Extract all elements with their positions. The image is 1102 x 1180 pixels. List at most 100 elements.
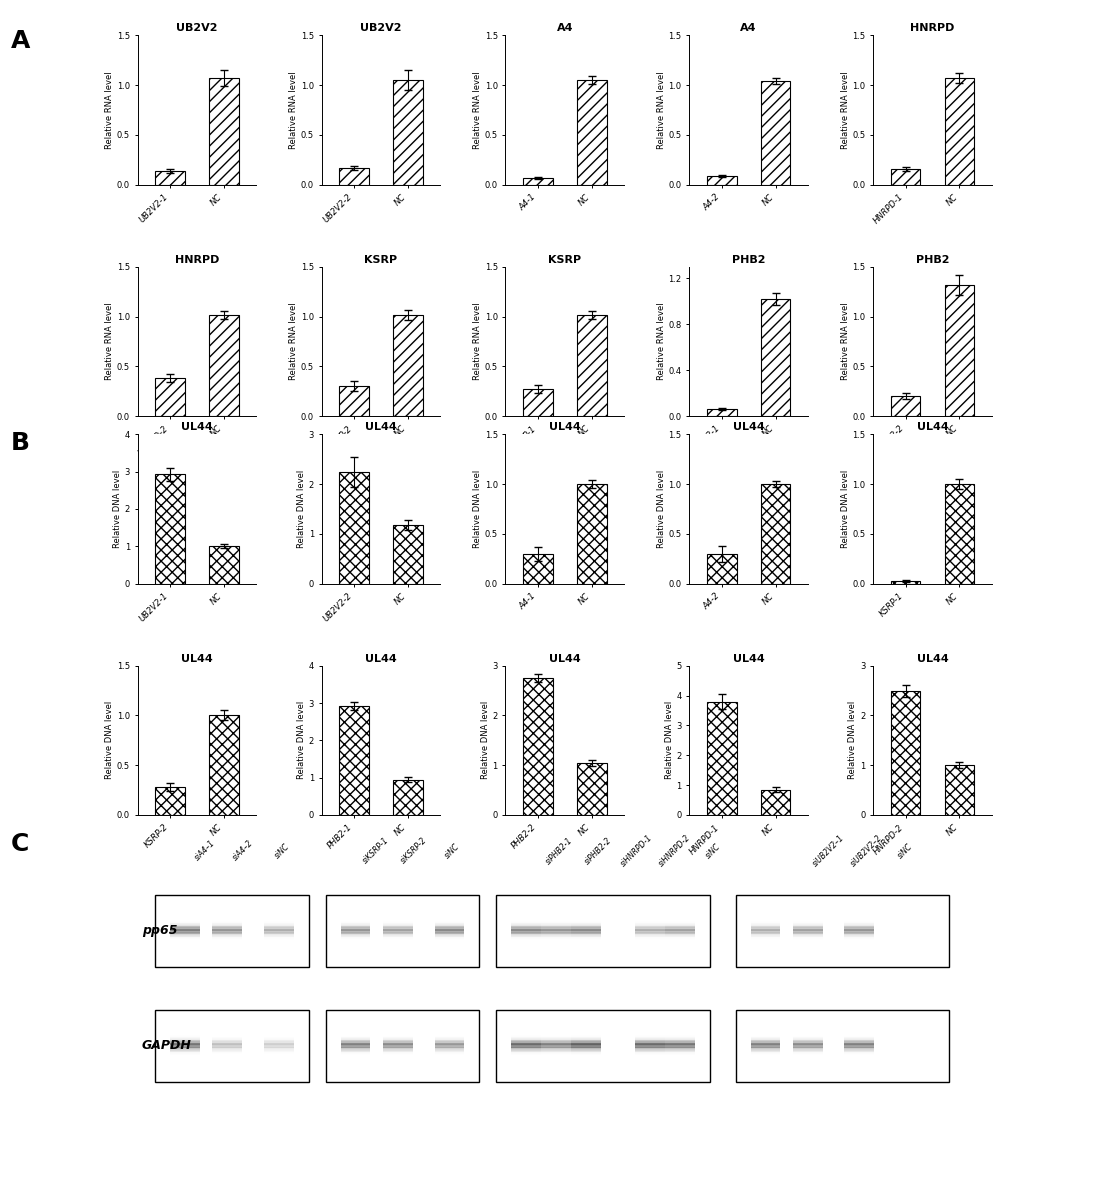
Bar bbox=[750, 925, 780, 926]
Bar bbox=[571, 1040, 601, 1042]
Bar bbox=[793, 929, 823, 931]
Text: siPHB2-2: siPHB2-2 bbox=[583, 835, 613, 866]
Bar bbox=[844, 919, 874, 920]
Bar bbox=[170, 919, 199, 922]
Bar bbox=[263, 927, 293, 929]
Bar bbox=[213, 922, 242, 924]
Bar bbox=[541, 926, 571, 929]
Bar bbox=[750, 929, 780, 931]
Bar bbox=[155, 379, 185, 417]
Bar bbox=[209, 546, 239, 584]
Bar bbox=[341, 930, 370, 932]
Bar bbox=[339, 472, 369, 584]
Bar bbox=[341, 1036, 370, 1037]
Bar bbox=[263, 923, 293, 924]
Bar bbox=[750, 927, 780, 929]
Bar bbox=[635, 938, 666, 939]
Text: siHNRPD-2: siHNRPD-2 bbox=[657, 833, 692, 868]
Bar bbox=[666, 1051, 695, 1053]
Bar bbox=[635, 935, 666, 937]
Bar bbox=[213, 1053, 242, 1055]
Bar bbox=[666, 1045, 695, 1047]
Bar bbox=[213, 1035, 242, 1036]
Text: siNC: siNC bbox=[896, 841, 915, 860]
Bar bbox=[341, 919, 370, 920]
Bar bbox=[155, 787, 185, 815]
Bar bbox=[341, 1041, 370, 1043]
Bar bbox=[635, 1050, 666, 1053]
Bar bbox=[793, 1038, 823, 1040]
Text: siHNRPD-1: siHNRPD-1 bbox=[618, 833, 653, 868]
Bar bbox=[635, 1047, 666, 1049]
Bar bbox=[541, 933, 571, 936]
Bar bbox=[263, 1045, 293, 1047]
Bar bbox=[213, 940, 242, 942]
Bar bbox=[635, 1045, 666, 1047]
Bar bbox=[383, 1048, 413, 1049]
Bar bbox=[844, 1048, 874, 1049]
Bar bbox=[213, 1036, 242, 1038]
Bar bbox=[571, 929, 601, 931]
Bar bbox=[635, 919, 666, 920]
Bar bbox=[213, 1054, 242, 1055]
Bar bbox=[213, 1056, 242, 1057]
Bar bbox=[511, 919, 541, 920]
Bar bbox=[750, 1051, 780, 1054]
Bar bbox=[434, 935, 464, 936]
Title: UL44: UL44 bbox=[549, 654, 581, 663]
Bar bbox=[213, 935, 242, 936]
Bar bbox=[213, 923, 242, 924]
Bar bbox=[213, 1042, 242, 1044]
Text: A: A bbox=[11, 30, 31, 53]
Bar bbox=[890, 690, 920, 815]
Bar bbox=[793, 936, 823, 937]
Bar bbox=[170, 923, 199, 924]
Bar bbox=[844, 930, 874, 931]
Bar bbox=[571, 922, 601, 923]
Bar bbox=[793, 923, 823, 925]
Bar bbox=[750, 938, 780, 939]
Bar bbox=[263, 935, 293, 936]
Bar bbox=[170, 938, 199, 940]
Bar bbox=[571, 933, 601, 936]
Bar bbox=[383, 923, 413, 925]
Bar bbox=[541, 938, 571, 940]
Bar bbox=[263, 927, 293, 930]
Bar bbox=[383, 937, 413, 939]
Bar bbox=[666, 1050, 695, 1051]
Bar bbox=[263, 1050, 293, 1051]
Bar bbox=[170, 939, 199, 942]
Bar bbox=[393, 525, 423, 584]
Bar bbox=[170, 930, 199, 931]
Bar bbox=[750, 1041, 780, 1042]
Bar bbox=[844, 936, 874, 937]
Bar bbox=[793, 936, 823, 938]
Bar bbox=[434, 930, 464, 931]
Bar bbox=[263, 1043, 293, 1045]
Bar bbox=[750, 924, 780, 926]
Bar bbox=[944, 765, 974, 815]
Bar bbox=[341, 926, 370, 929]
Bar bbox=[793, 925, 823, 926]
Bar bbox=[750, 1038, 780, 1041]
Bar bbox=[750, 940, 780, 943]
Bar bbox=[213, 939, 242, 942]
Bar bbox=[577, 484, 606, 584]
Bar bbox=[341, 1050, 370, 1053]
Bar bbox=[170, 924, 199, 926]
Bar bbox=[571, 1043, 601, 1045]
Bar bbox=[666, 1053, 695, 1055]
Bar bbox=[750, 938, 780, 940]
Title: UB2V2: UB2V2 bbox=[360, 24, 401, 33]
Bar bbox=[511, 1050, 541, 1053]
Bar bbox=[213, 919, 242, 920]
Bar bbox=[793, 1051, 823, 1054]
Bar bbox=[844, 920, 874, 922]
Bar bbox=[263, 932, 293, 933]
Bar bbox=[571, 937, 601, 939]
Bar bbox=[750, 940, 780, 942]
Bar bbox=[541, 932, 571, 933]
Bar bbox=[793, 1055, 823, 1057]
Bar bbox=[635, 1035, 666, 1037]
Bar bbox=[666, 939, 695, 942]
